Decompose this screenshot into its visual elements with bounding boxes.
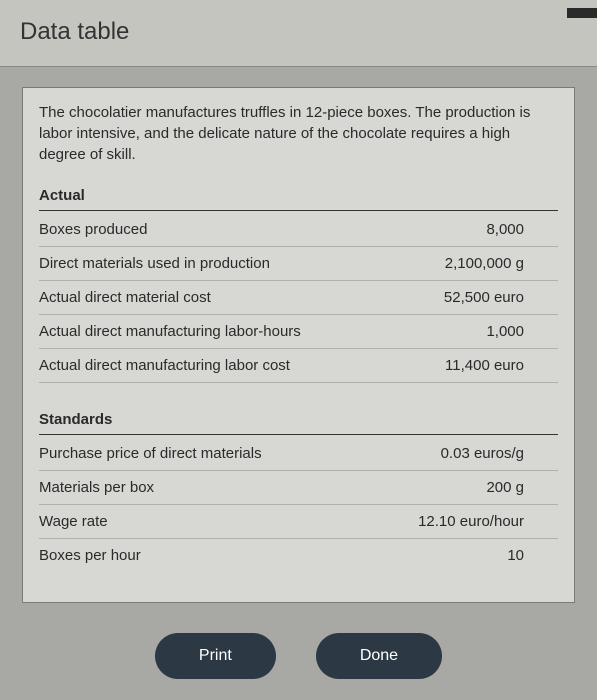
row-label: Purchase price of direct materials bbox=[39, 445, 394, 462]
intro-text: The chocolatier manufactures truffles in… bbox=[39, 102, 558, 179]
table-row: Boxes per hour 10 bbox=[39, 539, 558, 572]
table-row: Actual direct material cost 52,500 euro bbox=[39, 281, 558, 315]
content-area: The chocolatier manufactures truffles in… bbox=[0, 67, 597, 699]
print-button[interactable]: Print bbox=[155, 633, 276, 679]
row-value: 10 bbox=[394, 547, 554, 564]
row-label: Actual direct manufacturing labor cost bbox=[39, 357, 394, 374]
section-title-standards: Standards bbox=[39, 403, 558, 435]
row-value: 52,500 euro bbox=[394, 289, 554, 306]
table-row: Actual direct manufacturing labor-hours … bbox=[39, 315, 558, 349]
row-label: Materials per box bbox=[39, 479, 394, 496]
row-label: Boxes per hour bbox=[39, 547, 394, 564]
table-row: Materials per box 200 g bbox=[39, 471, 558, 505]
button-bar: Print Done bbox=[22, 633, 575, 679]
row-value: 200 g bbox=[394, 479, 554, 496]
done-button[interactable]: Done bbox=[316, 633, 442, 679]
row-label: Actual direct manufacturing labor-hours bbox=[39, 323, 394, 340]
row-value: 12.10 euro/hour bbox=[394, 513, 554, 530]
table-row: Direct materials used in production 2,10… bbox=[39, 247, 558, 281]
row-value: 1,000 bbox=[394, 323, 554, 340]
row-value: 2,100,000 g bbox=[394, 255, 554, 272]
row-value: 8,000 bbox=[394, 221, 554, 238]
section-title-actual: Actual bbox=[39, 179, 558, 211]
dialog-header: Data table bbox=[0, 0, 597, 67]
page-title: Data table bbox=[20, 18, 577, 46]
row-label: Wage rate bbox=[39, 513, 394, 530]
table-row: Purchase price of direct materials 0.03 … bbox=[39, 437, 558, 471]
decorative-mark bbox=[567, 8, 597, 18]
table-row: Actual direct manufacturing labor cost 1… bbox=[39, 349, 558, 383]
table-row: Boxes produced 8,000 bbox=[39, 213, 558, 247]
row-label: Direct materials used in production bbox=[39, 255, 394, 272]
row-value: 0.03 euros/g bbox=[394, 445, 554, 462]
row-value: 11,400 euro bbox=[394, 357, 554, 374]
row-label: Boxes produced bbox=[39, 221, 394, 238]
row-label: Actual direct material cost bbox=[39, 289, 394, 306]
data-panel: The chocolatier manufactures truffles in… bbox=[22, 87, 575, 603]
table-row: Wage rate 12.10 euro/hour bbox=[39, 505, 558, 539]
